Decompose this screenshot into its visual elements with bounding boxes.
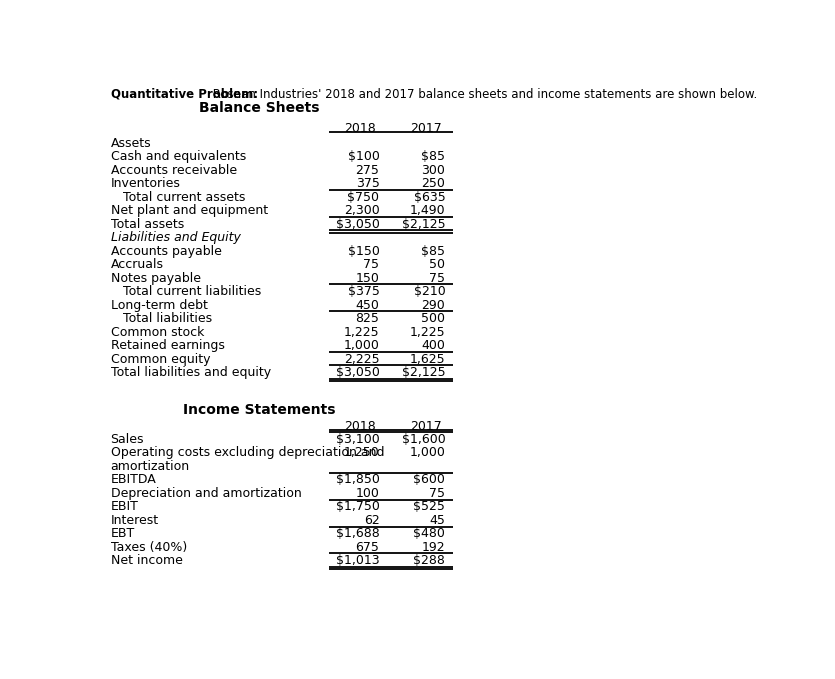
Text: 45: 45 <box>429 514 445 527</box>
Text: $480: $480 <box>413 528 445 540</box>
Text: Quantitative Problem:: Quantitative Problem: <box>110 88 258 100</box>
Text: 2,225: 2,225 <box>344 352 379 365</box>
Text: $85: $85 <box>422 150 445 164</box>
Text: $3,050: $3,050 <box>336 366 379 379</box>
Text: Total current assets: Total current assets <box>110 191 245 204</box>
Text: amortization: amortization <box>110 460 190 473</box>
Text: Interest: Interest <box>110 514 159 527</box>
Text: Rosnan Industries' 2018 and 2017 balance sheets and income statements are shown : Rosnan Industries' 2018 and 2017 balance… <box>209 88 757 100</box>
Text: $210: $210 <box>413 285 445 298</box>
Text: Long-term debt: Long-term debt <box>110 299 207 312</box>
Text: $3,050: $3,050 <box>336 218 379 231</box>
Text: 1,225: 1,225 <box>344 325 379 339</box>
Text: 192: 192 <box>422 540 445 554</box>
Text: Accounts receivable: Accounts receivable <box>110 164 236 177</box>
Text: 100: 100 <box>356 487 379 500</box>
Text: Income Statements: Income Statements <box>183 403 336 417</box>
Text: Net plant and equipment: Net plant and equipment <box>110 204 268 217</box>
Text: EBIT: EBIT <box>110 500 139 513</box>
Text: 450: 450 <box>356 299 379 312</box>
Text: $288: $288 <box>413 554 445 567</box>
Text: Accruals: Accruals <box>110 258 164 271</box>
Text: 500: 500 <box>422 312 445 325</box>
Text: 62: 62 <box>364 514 379 527</box>
Text: $2,125: $2,125 <box>402 366 445 379</box>
Text: $600: $600 <box>413 473 445 486</box>
Text: 1,000: 1,000 <box>344 339 379 352</box>
Text: 1,490: 1,490 <box>410 204 445 217</box>
Text: 2,300: 2,300 <box>344 204 379 217</box>
Text: $3,100: $3,100 <box>336 433 379 446</box>
Text: 290: 290 <box>422 299 445 312</box>
Text: 825: 825 <box>356 312 379 325</box>
Text: 2018: 2018 <box>344 420 376 433</box>
Text: $1,850: $1,850 <box>336 473 379 486</box>
Text: Taxes (40%): Taxes (40%) <box>110 540 187 554</box>
Text: Cash and equivalents: Cash and equivalents <box>110 150 245 164</box>
Text: $750: $750 <box>347 191 379 204</box>
Text: Total current liabilities: Total current liabilities <box>110 285 261 298</box>
Text: $2,125: $2,125 <box>402 218 445 231</box>
Text: Common equity: Common equity <box>110 352 210 365</box>
Text: Inventories: Inventories <box>110 177 180 190</box>
Text: 250: 250 <box>422 177 445 190</box>
Text: Sales: Sales <box>110 433 144 446</box>
Text: 50: 50 <box>429 258 445 271</box>
Text: 75: 75 <box>429 272 445 285</box>
Text: 150: 150 <box>356 272 379 285</box>
Text: EBT: EBT <box>110 528 134 540</box>
Text: 275: 275 <box>356 164 379 177</box>
Text: $375: $375 <box>347 285 379 298</box>
Text: Net income: Net income <box>110 554 183 567</box>
Text: $1,688: $1,688 <box>336 528 379 540</box>
Text: Assets: Assets <box>110 137 151 150</box>
Text: 1,250: 1,250 <box>344 447 379 460</box>
Text: Notes payable: Notes payable <box>110 272 200 285</box>
Text: $85: $85 <box>422 244 445 258</box>
Text: 75: 75 <box>429 487 445 500</box>
Text: 300: 300 <box>422 164 445 177</box>
Text: 1,000: 1,000 <box>409 447 445 460</box>
Text: 400: 400 <box>422 339 445 352</box>
Text: Total liabilities and equity: Total liabilities and equity <box>110 366 271 379</box>
Text: $100: $100 <box>347 150 379 164</box>
Text: Common stock: Common stock <box>110 325 204 339</box>
Text: 75: 75 <box>363 258 379 271</box>
Text: Depreciation and amortization: Depreciation and amortization <box>110 487 301 500</box>
Text: Retained earnings: Retained earnings <box>110 339 225 352</box>
Text: 2018: 2018 <box>344 122 376 134</box>
Text: 375: 375 <box>356 177 379 190</box>
Text: $1,600: $1,600 <box>402 433 445 446</box>
Text: Balance Sheets: Balance Sheets <box>199 100 320 115</box>
Text: 1,225: 1,225 <box>410 325 445 339</box>
Text: 1,625: 1,625 <box>410 352 445 365</box>
Text: 2017: 2017 <box>410 420 442 433</box>
Text: 2017: 2017 <box>410 122 442 134</box>
Text: $1,750: $1,750 <box>336 500 379 513</box>
Text: Liabilities and Equity: Liabilities and Equity <box>110 232 240 244</box>
Text: $525: $525 <box>413 500 445 513</box>
Text: $150: $150 <box>347 244 379 258</box>
Text: EBITDA: EBITDA <box>110 473 156 486</box>
Text: $635: $635 <box>413 191 445 204</box>
Text: $1,013: $1,013 <box>336 554 379 567</box>
Text: Operating costs excluding depreciation and: Operating costs excluding depreciation a… <box>110 447 384 460</box>
Text: 675: 675 <box>356 540 379 554</box>
Text: Total liabilities: Total liabilities <box>110 312 212 325</box>
Text: Accounts payable: Accounts payable <box>110 244 221 258</box>
Text: Total assets: Total assets <box>110 218 184 231</box>
